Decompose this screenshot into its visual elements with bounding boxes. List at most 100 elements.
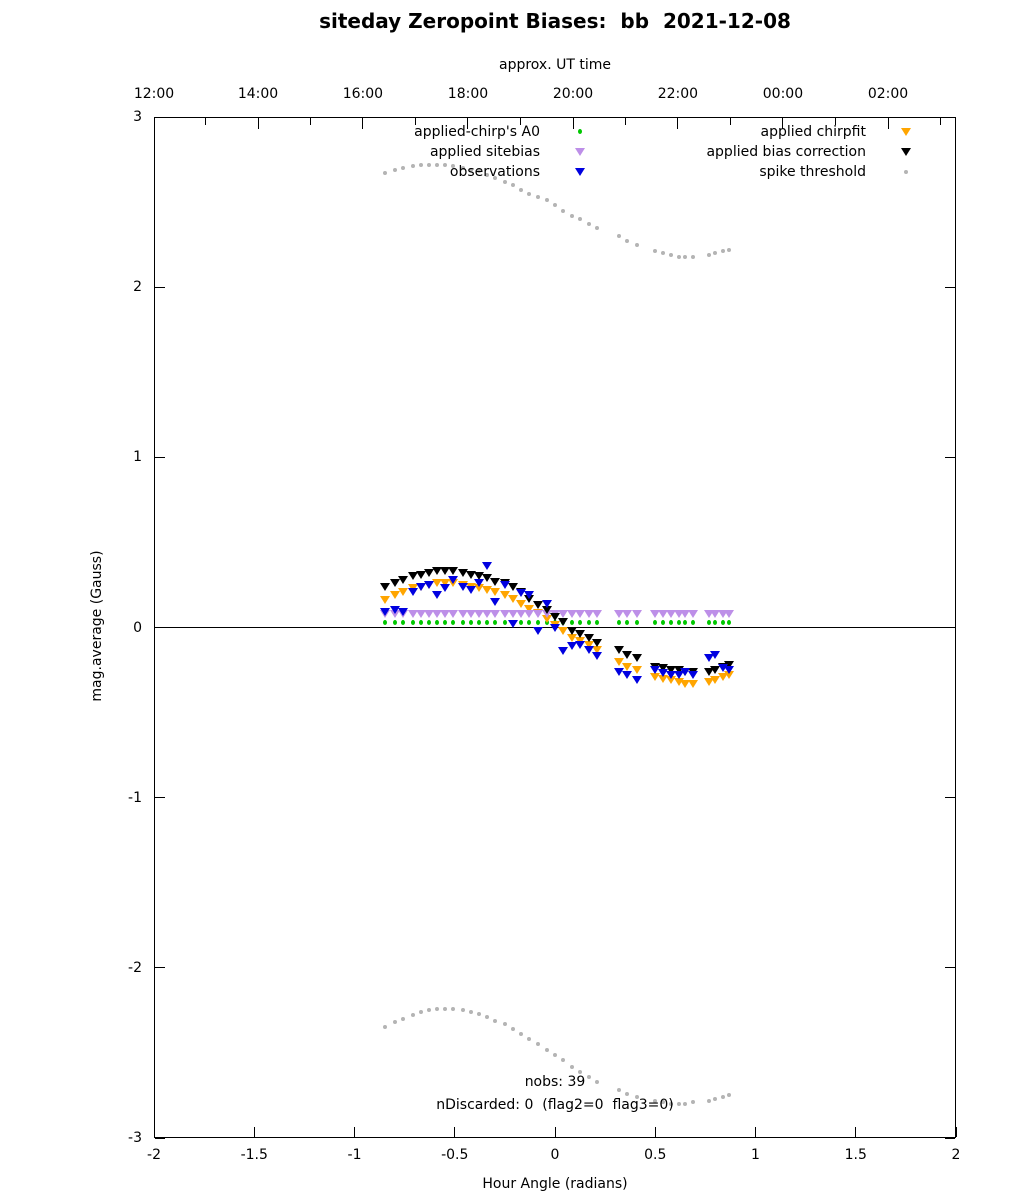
bias_correction-marker [407,572,418,581]
observations-marker [499,580,510,589]
spike_threshold-marker [691,1100,696,1105]
observations-marker [614,667,625,676]
chirpfit-marker [558,626,569,635]
spike_threshold-marker [535,194,540,199]
spike_threshold-marker [502,1021,507,1026]
a0-marker [683,620,688,626]
a0-marker [476,620,481,626]
ut-tick-mark [572,118,574,129]
observations-marker [457,582,468,591]
y-tick-mark-right [945,286,955,288]
a0-marker [492,620,497,626]
a0-marker [484,620,489,626]
chirpfit-marker [718,672,729,681]
ut-minor-tick-mark [834,118,836,125]
sitebias-marker [457,609,468,618]
y-tick-mark [155,286,165,288]
sitebias-marker [532,609,543,618]
legend-label-a0: applied-chirp's A0 [414,124,540,140]
chirpfit-marker [389,591,400,600]
observations-marker [710,650,721,659]
a0-marker [392,620,397,626]
bias_correction-marker [481,574,492,583]
chirpfit-marker [515,599,526,608]
observations-marker [622,671,633,680]
bias_correction-marker [439,567,450,576]
sitebias-marker [558,609,569,618]
a0-marker [713,620,718,626]
ut-tick-label: 18:00 [447,86,489,102]
a0-marker [653,620,658,626]
sitebias-marker [473,609,484,618]
spike_threshold-marker [721,249,726,254]
spike_threshold-marker [653,249,658,254]
ut-tick-mark [153,118,155,129]
a0-marker [502,620,507,626]
bias_correction-marker [622,650,633,659]
x-tick-label: -0.5 [441,1147,469,1163]
x-tick-mark [153,1127,155,1137]
y-tick-mark [155,116,165,118]
chirpfit-marker [666,676,677,685]
ndiscarded-annotation: nDiscarded: 0 (flag2=0 flag3=0) [436,1097,674,1113]
sitebias-marker [481,609,492,618]
spike_threshold-marker [713,1096,718,1101]
bias_correction-marker [431,567,442,576]
spike_threshold-marker [635,1095,640,1100]
bias_correction-marker [541,606,552,615]
ut-minor-tick-mark [939,118,941,125]
observations-marker [379,608,390,617]
y-tick-label: 3 [133,109,142,125]
spike_threshold-marker [518,1032,523,1037]
bias_correction-marker [465,570,476,579]
y-tick-label: 0 [133,619,142,636]
observations-marker [666,671,677,680]
chirpfit-marker [507,594,518,603]
a0-marker [442,620,447,626]
a0-marker [450,620,455,626]
x-tick-mark [654,1127,656,1137]
bias_correction-marker [592,638,603,647]
legend-sitebias-marker [575,148,585,156]
observations-marker [473,579,484,588]
spike_threshold-marker [476,169,481,174]
x-tick-label: 1.5 [844,1147,867,1163]
spike_threshold-marker [595,225,600,230]
ut-tick-label: 20:00 [552,86,594,102]
spike_threshold-marker [450,164,455,169]
spike_threshold-marker [442,1006,447,1011]
y-tick-mark-right [945,797,955,799]
y-tick-mark [155,456,165,458]
spike_threshold-marker [707,252,712,257]
observations-marker [592,652,603,661]
spike_threshold-marker [526,191,531,196]
a0-marker [382,620,387,626]
sitebias-marker [666,609,677,618]
sitebias-marker [439,609,450,618]
spike_threshold-marker [476,1011,481,1016]
bias_correction-marker [666,666,677,675]
bias_correction-marker [567,626,578,635]
spike_threshold-marker [492,1018,497,1023]
spike_threshold-marker [544,198,549,203]
observations-marker [407,587,418,596]
spike_threshold-marker [553,203,557,208]
y-tick-mark [155,1137,165,1139]
ut-minor-tick-mark [625,118,627,125]
chirpfit-marker [489,587,500,596]
spike_threshold-marker [617,234,622,239]
y-tick-mark [155,627,165,628]
ut-tick-mark [677,118,679,129]
chirpfit-marker [622,662,633,671]
y-tick-mark-right [945,116,955,118]
sitebias-marker [447,609,458,618]
ut-tick-label: 16:00 [342,86,384,102]
observations-marker [465,586,476,595]
bias_correction-marker [614,645,625,654]
spike_threshold-marker [382,171,387,176]
observations-marker [541,599,552,608]
sitebias-marker [575,609,586,618]
chirpfit-marker [688,679,699,688]
observations-marker [439,584,450,593]
chirpfit-marker [431,579,442,588]
